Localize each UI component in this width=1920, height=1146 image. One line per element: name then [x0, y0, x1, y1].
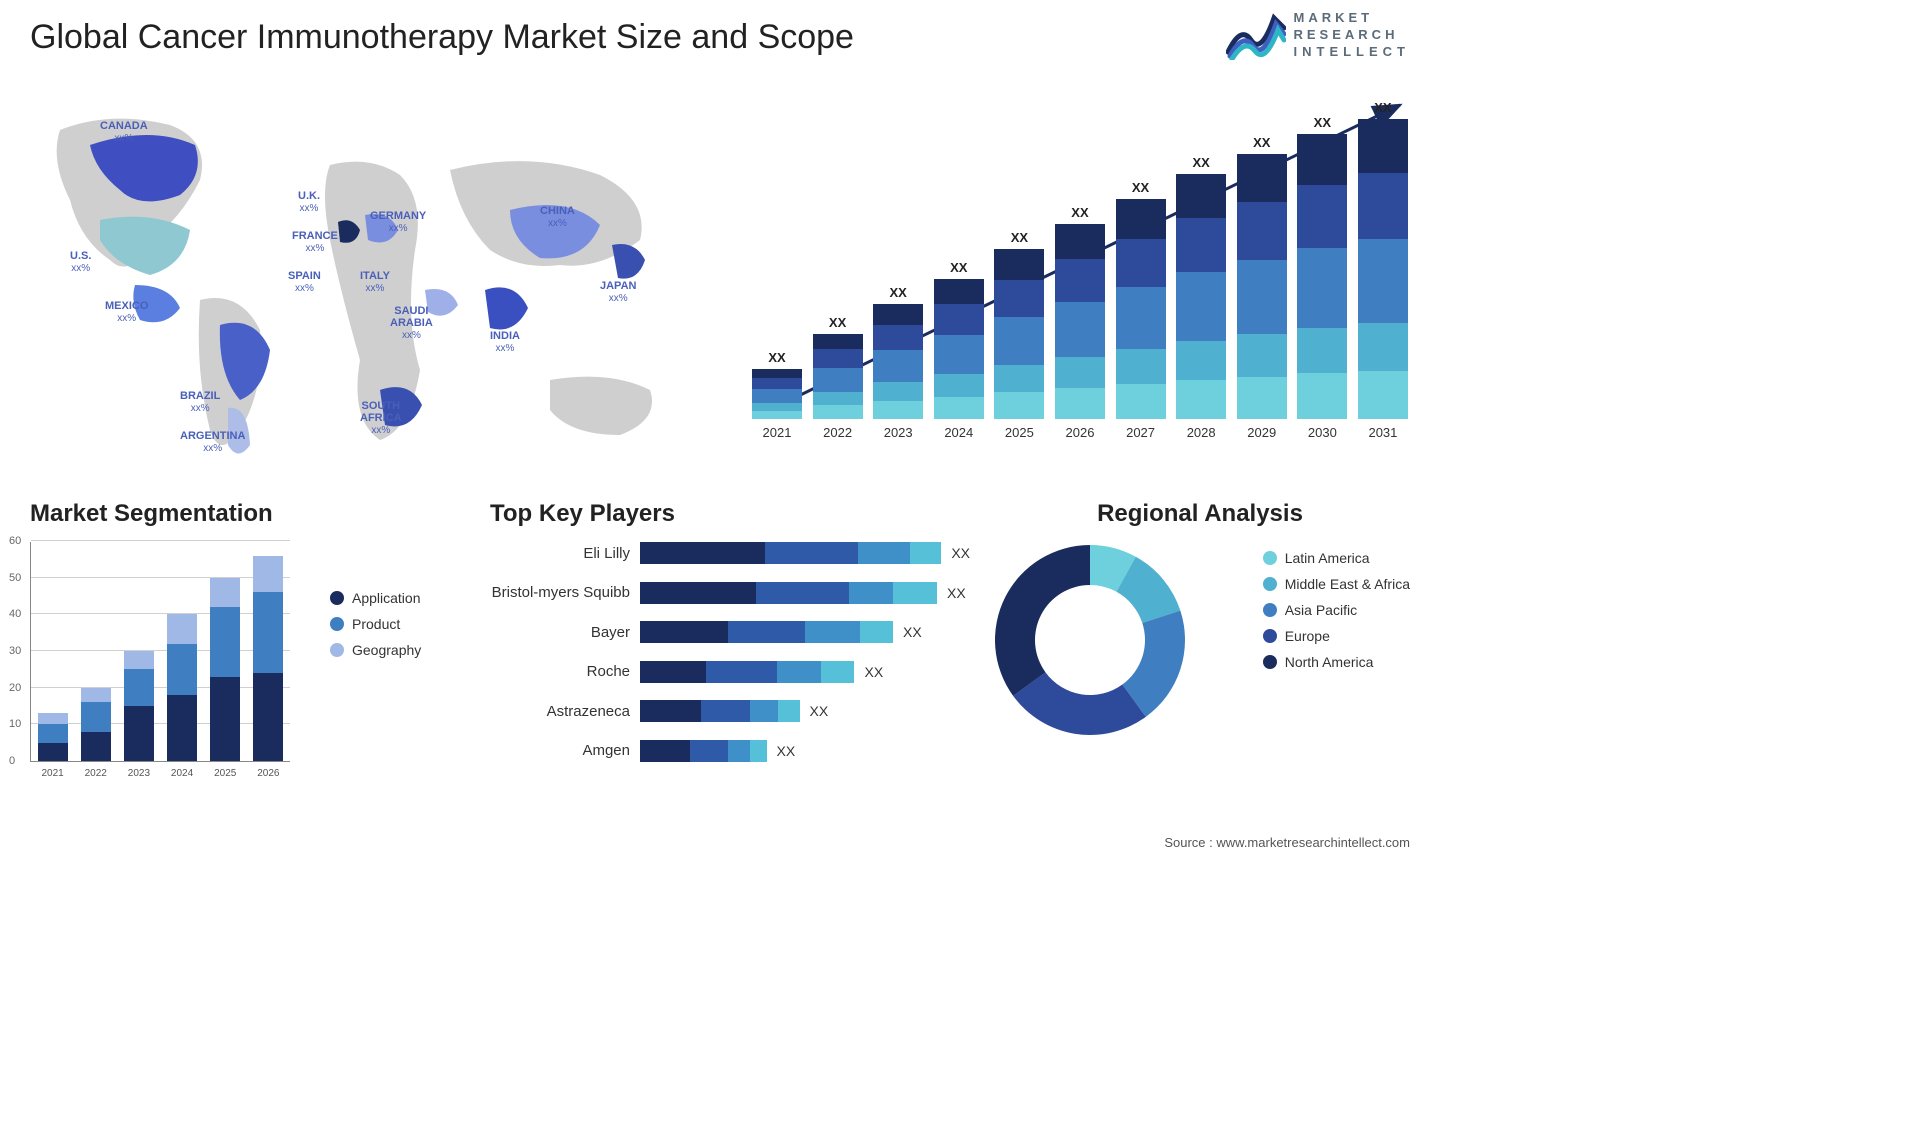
legend-item: Asia Pacific — [1263, 602, 1410, 618]
regional-legend: Latin America Middle East & Africa Asia Pa… — [1263, 550, 1410, 680]
legend-item: Product — [330, 616, 421, 632]
logo-text-1: MARKET — [1294, 10, 1411, 27]
key-players-chart: Eli LillyXX Bristol-myers SquibbXX BayerXX… — [490, 542, 970, 762]
key-player-row: AstrazenecaXX — [490, 700, 970, 722]
logo-text-3: INTELLECT — [1294, 44, 1411, 61]
segmentation-legend: Application Product Geography — [330, 590, 421, 668]
forecast-bar: XX2029 — [1235, 135, 1289, 440]
map-label: SAUDIARABIAxx% — [390, 305, 433, 341]
key-player-row: RocheXX — [490, 661, 970, 683]
map-label: FRANCExx% — [292, 230, 338, 254]
source-text: Source : www.marketresearchintellect.com — [1164, 835, 1410, 850]
forecast-bar: XX2026 — [1053, 205, 1107, 440]
forecast-bar: XX2027 — [1114, 180, 1168, 440]
regional-title: Regional Analysis — [990, 500, 1410, 528]
map-label: JAPANxx% — [600, 280, 636, 304]
segmentation-bar: 2022 — [81, 688, 111, 761]
forecast-bar: XX2024 — [932, 260, 986, 440]
logo-text-2: RESEARCH — [1294, 27, 1411, 44]
logo-wave-icon — [1226, 10, 1286, 60]
key-player-row: BayerXX — [490, 621, 970, 643]
legend-item: Middle East & Africa — [1263, 576, 1410, 592]
segmentation-bar: 2021 — [38, 713, 68, 761]
map-label: BRAZILxx% — [180, 390, 220, 414]
key-players-panel: Top Key Players Eli LillyXX Bristol-myers… — [490, 500, 970, 780]
legend-item: North America — [1263, 654, 1410, 670]
segmentation-bar: 2026 — [253, 556, 283, 761]
map-label: CANADAxx% — [100, 120, 148, 144]
forecast-bar: XX2023 — [871, 285, 925, 440]
map-label: CHINAxx% — [540, 205, 575, 229]
key-player-row: Bristol-myers SquibbXX — [490, 582, 970, 604]
map-label: MEXICOxx% — [105, 300, 148, 324]
segmentation-bar: 2024 — [167, 614, 197, 761]
forecast-bar: XX2025 — [992, 230, 1046, 440]
segmentation-chart: 1020304050600202120222023202420252026 — [30, 542, 290, 762]
brand-logo: MARKET RESEARCH INTELLECT — [1226, 10, 1411, 61]
legend-item: Europe — [1263, 628, 1410, 644]
forecast-bar: XX2028 — [1174, 155, 1228, 440]
forecast-chart: XX2021XX2022XX2023XX2024XX2025XX2026XX20… — [750, 90, 1410, 470]
forecast-bar: XX2031 — [1356, 100, 1410, 440]
map-label: ITALYxx% — [360, 270, 390, 294]
key-player-row: Eli LillyXX — [490, 542, 970, 564]
world-map-panel: CANADAxx% U.S.xx% MEXICOxx% BRAZILxx% ARGENT… — [30, 90, 710, 470]
map-label: INDIAxx% — [490, 330, 520, 354]
forecast-bar: XX2022 — [811, 315, 865, 440]
key-player-row: AmgenXX — [490, 740, 970, 762]
map-label: U.S.xx% — [70, 250, 91, 274]
legend-item: Application — [330, 590, 421, 606]
regional-analysis-panel: Regional Analysis Latin America Middle Ea… — [990, 500, 1410, 780]
donut-slice — [995, 545, 1090, 696]
regional-donut — [990, 540, 1190, 740]
segmentation-panel: Market Segmentation 10203040506002021202… — [30, 500, 470, 780]
segmentation-bar: 2023 — [124, 651, 154, 761]
forecast-bar: XX2021 — [750, 350, 804, 440]
legend-item: Latin America — [1263, 550, 1410, 566]
map-label: SPAINxx% — [288, 270, 321, 294]
key-players-title: Top Key Players — [490, 500, 970, 528]
segmentation-bar: 2025 — [210, 578, 240, 761]
forecast-bar: XX2030 — [1295, 115, 1349, 440]
map-label: SOUTHAFRICAxx% — [360, 400, 402, 436]
map-label: U.K.xx% — [298, 190, 320, 214]
segmentation-title: Market Segmentation — [30, 500, 470, 528]
page-title: Global Cancer Immunotherapy Market Size … — [30, 18, 854, 57]
legend-item: Geography — [330, 642, 421, 658]
map-label: ARGENTINAxx% — [180, 430, 245, 454]
map-label: GERMANYxx% — [370, 210, 426, 234]
